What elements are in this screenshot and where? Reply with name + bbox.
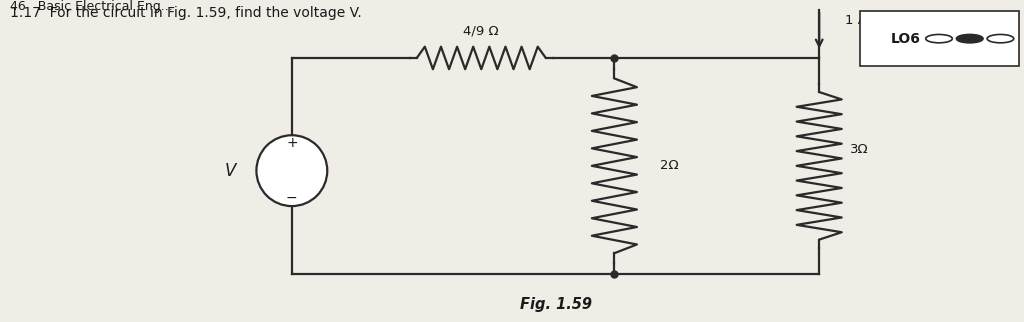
Text: 1 A: 1 A — [845, 14, 866, 27]
Text: V: V — [225, 162, 237, 180]
FancyBboxPatch shape — [860, 11, 1019, 66]
Text: 2Ω: 2Ω — [660, 159, 679, 172]
Text: 1.17  For the circuit in Fig. 1.59, find the voltage V.: 1.17 For the circuit in Fig. 1.59, find … — [10, 6, 362, 20]
Text: −: − — [286, 191, 298, 205]
Text: Fig. 1.59: Fig. 1.59 — [519, 297, 592, 312]
Circle shape — [987, 34, 1014, 43]
Text: 3Ω: 3Ω — [850, 143, 868, 156]
Circle shape — [926, 34, 952, 43]
Text: LO6: LO6 — [891, 32, 921, 46]
Circle shape — [956, 34, 983, 43]
Ellipse shape — [256, 135, 328, 206]
Text: +: + — [286, 136, 298, 150]
Text: 4/9 Ω: 4/9 Ω — [464, 24, 499, 37]
Text: 46   Basic Electrical Eng...: 46 Basic Electrical Eng... — [10, 0, 173, 13]
